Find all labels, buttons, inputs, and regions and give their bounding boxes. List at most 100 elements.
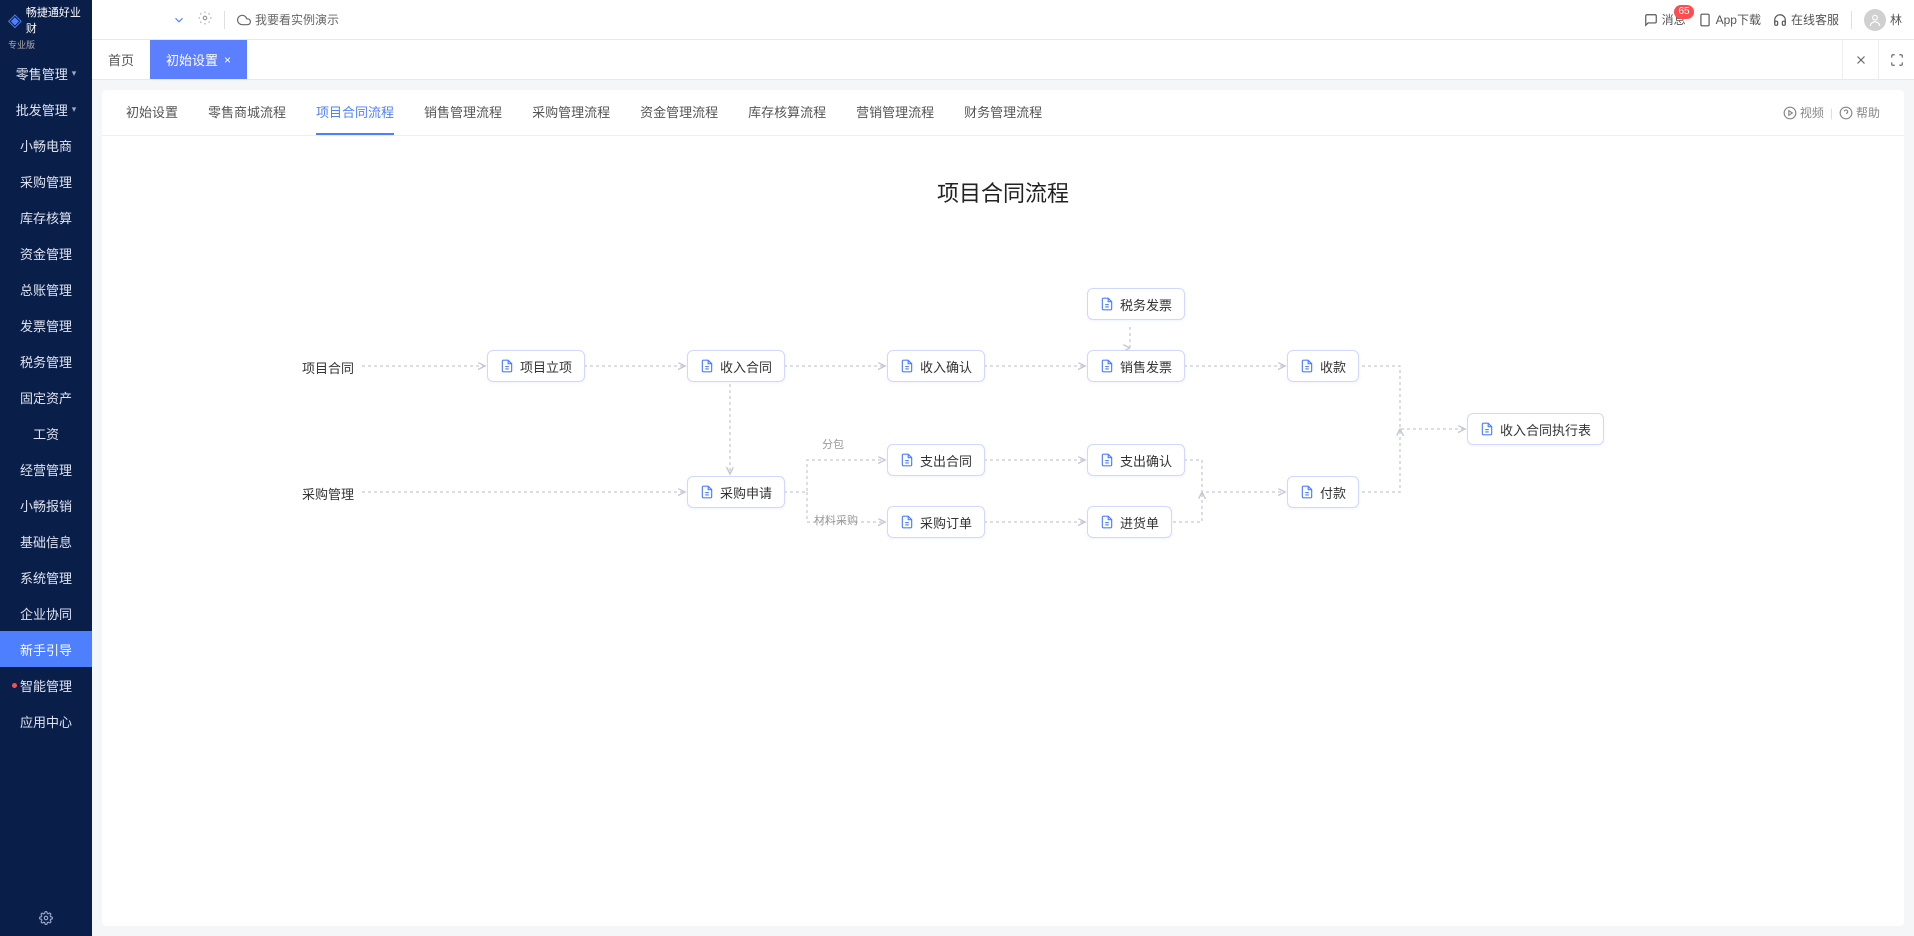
gear-icon bbox=[39, 911, 53, 925]
headset-icon bbox=[1773, 13, 1787, 27]
sidebar-item-5[interactable]: 资金管理 bbox=[0, 235, 92, 271]
subtab-0[interactable]: 初始设置 bbox=[126, 90, 178, 135]
flow-node-n_sk[interactable]: 收款 bbox=[1287, 350, 1359, 382]
sidebar-item-7[interactable]: 发票管理 bbox=[0, 307, 92, 343]
subtab-8[interactable]: 财务管理流程 bbox=[964, 90, 1042, 135]
sidebar-item-14[interactable]: 系统管理 bbox=[0, 559, 92, 595]
sidebar-item-15[interactable]: 企业协同 bbox=[0, 595, 92, 631]
flow-node-n_xsfp[interactable]: 销售发票 bbox=[1087, 350, 1185, 382]
subtab-6[interactable]: 库存核算流程 bbox=[748, 90, 826, 135]
sidebar-item-label: 固定资产 bbox=[20, 388, 72, 407]
sidebar-item-4[interactable]: 库存核算 bbox=[0, 199, 92, 235]
page-tab-0[interactable]: 首页 bbox=[92, 40, 150, 79]
messages-button[interactable]: 消息 65 bbox=[1644, 11, 1686, 28]
sidebar-item-8[interactable]: 税务管理 bbox=[0, 343, 92, 379]
sidebar-item-label: 系统管理 bbox=[20, 568, 72, 587]
flow-node-n_zx[interactable]: 收入合同执行表 bbox=[1467, 413, 1604, 445]
help-link[interactable]: 帮助 bbox=[1839, 104, 1880, 121]
content-card: 初始设置零售商城流程项目合同流程销售管理流程采购管理流程资金管理流程库存核算流程… bbox=[102, 90, 1904, 926]
document-icon bbox=[1300, 485, 1314, 499]
video-link-label: 视频 bbox=[1800, 104, 1824, 121]
document-icon bbox=[900, 515, 914, 529]
sidebar-item-13[interactable]: 基础信息 bbox=[0, 523, 92, 559]
flow-node-n_jhd[interactable]: 进货单 bbox=[1087, 506, 1172, 538]
edge-label-1: 材料采购 bbox=[814, 512, 858, 528]
flow-node-n_srht[interactable]: 收入合同 bbox=[687, 350, 785, 382]
brand-name: 畅捷通好业财 bbox=[26, 4, 84, 36]
sidebar-item-label: 资金管理 bbox=[20, 244, 72, 263]
subtab-3[interactable]: 销售管理流程 bbox=[424, 90, 502, 135]
notification-dot-icon bbox=[12, 683, 17, 688]
brand-logo: ◈ 畅捷通好业财 bbox=[0, 0, 92, 40]
demo-link[interactable]: 我要看实例演示 bbox=[237, 11, 339, 28]
sidebar-item-9[interactable]: 固定资产 bbox=[0, 379, 92, 415]
sidebar-item-2[interactable]: 小畅电商 bbox=[0, 127, 92, 163]
sidebar-item-label: 税务管理 bbox=[20, 352, 72, 371]
flow-node-n_zchq[interactable]: 支出合同 bbox=[887, 444, 985, 476]
document-icon bbox=[900, 453, 914, 467]
sidebar-item-16[interactable]: 新手引导 bbox=[0, 631, 92, 667]
document-icon bbox=[1100, 359, 1114, 373]
fullscreen-icon bbox=[1890, 53, 1904, 67]
sidebar-item-label: 工资 bbox=[33, 424, 59, 443]
sidebar: ◈ 畅捷通好业财 专业版 零售管理▾批发管理▾小畅电商采购管理库存核算资金管理总… bbox=[0, 0, 92, 936]
subtab-1[interactable]: 零售商城流程 bbox=[208, 90, 286, 135]
flow-node-label: 税务发票 bbox=[1120, 295, 1172, 314]
flow-node-n_swfp[interactable]: 税务发票 bbox=[1087, 288, 1185, 320]
subtab-7[interactable]: 营销管理流程 bbox=[856, 90, 934, 135]
flow-node-n_lx[interactable]: 项目立项 bbox=[487, 350, 585, 382]
sidebar-item-label: 经营管理 bbox=[20, 460, 72, 479]
document-icon bbox=[1100, 515, 1114, 529]
close-tab-icon[interactable]: × bbox=[224, 53, 231, 67]
subtab-2[interactable]: 项目合同流程 bbox=[316, 90, 394, 135]
subtabs: 初始设置零售商城流程项目合同流程销售管理流程采购管理流程资金管理流程库存核算流程… bbox=[102, 90, 1904, 136]
page-tab-1[interactable]: 初始设置× bbox=[150, 40, 247, 79]
sidebar-item-10[interactable]: 工资 bbox=[0, 415, 92, 451]
subtab-4[interactable]: 采购管理流程 bbox=[532, 90, 610, 135]
flow-node-n_zcqr[interactable]: 支出确认 bbox=[1087, 444, 1185, 476]
flow-node-n_cgsq[interactable]: 采购申请 bbox=[687, 476, 785, 508]
flow-node-n_srqr[interactable]: 收入确认 bbox=[887, 350, 985, 382]
gear-icon bbox=[198, 11, 212, 25]
user-menu[interactable]: 林 bbox=[1864, 9, 1902, 31]
user-label: 林 bbox=[1890, 11, 1902, 28]
flow-node-label: 项目立项 bbox=[520, 357, 572, 376]
sidebar-item-17[interactable]: 智能管理 bbox=[0, 667, 92, 703]
org-dropdown[interactable] bbox=[104, 13, 186, 27]
document-icon bbox=[1100, 297, 1114, 311]
sidebar-item-18[interactable]: 应用中心 bbox=[0, 703, 92, 739]
video-link[interactable]: 视频 bbox=[1783, 104, 1824, 121]
app-download-button[interactable]: App下载 bbox=[1698, 11, 1761, 28]
flow-node-n_cgdd[interactable]: 采购订单 bbox=[887, 506, 985, 538]
close-all-tabs-button[interactable] bbox=[1842, 40, 1878, 79]
sidebar-item-label: 新手引导 bbox=[20, 640, 72, 659]
document-icon bbox=[900, 359, 914, 373]
phone-icon bbox=[1698, 13, 1712, 27]
settings-gear-button[interactable] bbox=[0, 900, 92, 936]
sidebar-item-0[interactable]: 零售管理▾ bbox=[0, 55, 92, 91]
topbar-settings-button[interactable] bbox=[198, 11, 212, 28]
subtab-5[interactable]: 资金管理流程 bbox=[640, 90, 718, 135]
flow-node-n_fk[interactable]: 付款 bbox=[1287, 476, 1359, 508]
sidebar-item-6[interactable]: 总账管理 bbox=[0, 271, 92, 307]
document-icon bbox=[1480, 422, 1494, 436]
close-icon bbox=[1854, 53, 1868, 67]
chevron-down-icon bbox=[172, 13, 186, 27]
sidebar-item-label: 企业协同 bbox=[20, 604, 72, 623]
play-circle-icon bbox=[1783, 106, 1797, 120]
document-icon bbox=[1100, 453, 1114, 467]
sidebar-item-11[interactable]: 经营管理 bbox=[0, 451, 92, 487]
fullscreen-button[interactable] bbox=[1878, 40, 1914, 79]
customer-service-button[interactable]: 在线客服 bbox=[1773, 11, 1839, 28]
sidebar-item-1[interactable]: 批发管理▾ bbox=[0, 91, 92, 127]
document-icon bbox=[700, 359, 714, 373]
message-icon bbox=[1644, 13, 1658, 27]
flow-node-label: 采购订单 bbox=[920, 513, 972, 532]
document-icon bbox=[500, 359, 514, 373]
sidebar-item-3[interactable]: 采购管理 bbox=[0, 163, 92, 199]
sidebar-item-12[interactable]: 小畅报销 bbox=[0, 487, 92, 523]
chevron-down-icon: ▾ bbox=[72, 104, 77, 115]
topbar: 我要看实例演示 消息 65 App下载 在线客服 林 bbox=[92, 0, 1914, 40]
sidebar-item-label: 应用中心 bbox=[20, 712, 72, 731]
app-download-label: App下载 bbox=[1716, 11, 1761, 28]
